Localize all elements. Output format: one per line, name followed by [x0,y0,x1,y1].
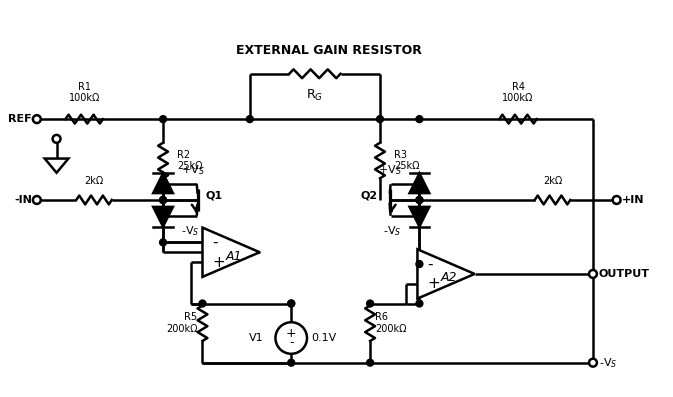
Text: +IN: +IN [622,195,644,205]
Circle shape [288,300,295,307]
Text: A1: A1 [225,250,242,263]
Text: 2kΩ: 2kΩ [84,176,104,186]
Text: Q2: Q2 [360,190,378,200]
Circle shape [589,359,597,366]
Polygon shape [44,158,69,173]
Circle shape [33,115,41,123]
Circle shape [416,197,423,203]
Circle shape [275,322,307,354]
Text: R6
200kΩ: R6 200kΩ [375,312,406,334]
Circle shape [367,300,374,307]
Text: -: - [213,235,218,250]
Circle shape [33,196,41,204]
Text: -V$_S$: -V$_S$ [383,225,402,239]
Text: -IN: -IN [14,195,32,205]
Text: R$_G$: R$_G$ [306,88,324,103]
Circle shape [160,212,166,219]
Circle shape [416,116,423,123]
Circle shape [199,300,206,307]
Polygon shape [417,249,474,299]
Text: R2
25kΩ: R2 25kΩ [177,150,203,172]
Circle shape [416,300,423,307]
Text: +: + [427,276,440,291]
Text: A2: A2 [441,272,457,284]
Polygon shape [153,173,173,193]
Circle shape [288,300,295,307]
Text: R5
200kΩ: R5 200kΩ [166,312,198,334]
Circle shape [160,239,166,246]
Text: R3
25kΩ: R3 25kΩ [394,150,419,172]
Text: -V$_S$: -V$_S$ [181,225,199,239]
Circle shape [160,197,166,203]
Text: -V$_S$: -V$_S$ [599,356,617,370]
Circle shape [612,196,621,204]
Polygon shape [203,227,260,277]
Circle shape [246,116,253,123]
Text: -: - [427,256,433,272]
Text: +: + [213,254,225,270]
Text: Q1: Q1 [205,190,223,200]
Circle shape [590,270,596,278]
Circle shape [416,197,423,203]
Circle shape [288,359,295,366]
Text: -: - [289,336,293,349]
Circle shape [160,116,166,123]
Text: V1: V1 [249,333,264,343]
Polygon shape [153,207,173,227]
Polygon shape [410,173,429,193]
Text: 0.1V: 0.1V [311,333,336,343]
Text: +: + [286,327,297,340]
Text: R4
100kΩ: R4 100kΩ [502,82,534,103]
Polygon shape [410,207,429,227]
Text: OUTPUT: OUTPUT [599,269,650,279]
Text: +V$_S$: +V$_S$ [378,164,402,177]
Circle shape [367,359,374,366]
Circle shape [376,116,384,123]
Text: REF: REF [8,114,32,124]
Text: EXTERNAL GAIN RESISTOR: EXTERNAL GAIN RESISTOR [236,44,421,57]
Circle shape [589,270,597,278]
Text: R1
100kΩ: R1 100kΩ [69,82,100,103]
Circle shape [416,260,423,268]
Text: +V$_S$: +V$_S$ [181,164,205,177]
Circle shape [52,135,61,143]
Circle shape [160,197,166,203]
Text: 2kΩ: 2kΩ [543,176,562,186]
Circle shape [416,212,423,219]
